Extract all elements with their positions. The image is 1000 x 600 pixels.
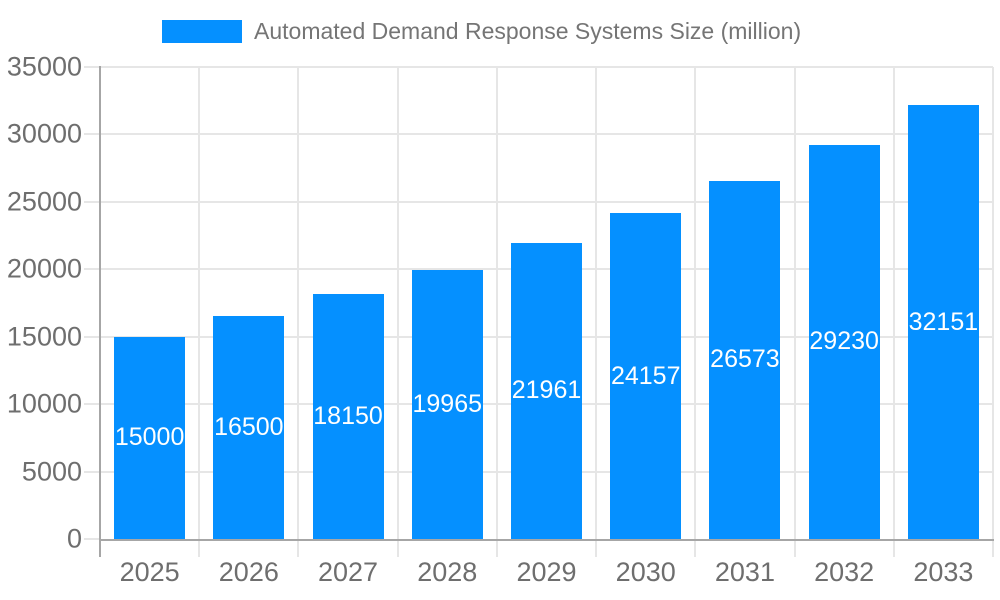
y-axis-label: 35000 (6, 51, 82, 82)
x-axis-label: 2025 (119, 557, 180, 587)
x-axis-label: 2027 (318, 557, 379, 587)
bar-value-label: 19965 (412, 389, 483, 418)
y-axis-label: 30000 (6, 118, 82, 149)
x-tick-mark (595, 541, 598, 557)
x-tick-mark (297, 541, 300, 557)
x-tick-mark (694, 541, 697, 557)
x-gridline (396, 67, 399, 539)
y-axis-label: 15000 (6, 321, 82, 352)
bar-value-label: 26573 (710, 345, 780, 374)
bar-value-label: 16500 (214, 413, 284, 442)
bar-value-label: 21961 (511, 376, 582, 405)
y-axis-line (99, 66, 101, 557)
y-axis-label: 10000 (6, 388, 82, 419)
x-axis-label: 2031 (714, 557, 775, 587)
x-gridline (198, 67, 201, 539)
x-tick-mark (992, 541, 994, 557)
legend-item[interactable]: Automated Demand Response Systems Size (… (162, 19, 801, 44)
bar-value-label: 15000 (114, 423, 185, 452)
y-axis-label: 0 (66, 523, 82, 554)
x-tick-mark (892, 541, 895, 557)
legend-label: Automated Demand Response Systems Size (… (254, 18, 802, 44)
x-axis-label: 2030 (615, 557, 676, 587)
y-tick-mark (84, 538, 100, 540)
x-axis-label: 2029 (516, 557, 577, 587)
x-gridline (793, 67, 796, 539)
y-tick-mark (84, 335, 100, 338)
x-gridline (694, 67, 697, 539)
bar-value-label: 32151 (908, 307, 979, 336)
y-tick-mark (84, 133, 100, 136)
y-axis-label: 25000 (6, 186, 82, 217)
y-tick-mark (84, 200, 100, 203)
bar[interactable]: 24157 (610, 213, 682, 539)
x-axis-label: 2026 (218, 557, 279, 587)
x-tick-mark (396, 541, 399, 557)
bar[interactable]: 15000 (114, 336, 186, 539)
y-gridline (100, 133, 993, 136)
y-tick-mark (84, 470, 100, 473)
bar-value-label: 18150 (313, 402, 383, 431)
x-axis-label: 2032 (814, 557, 875, 587)
bar[interactable]: 16500 (213, 316, 285, 539)
y-axis-label: 5000 (21, 456, 82, 487)
bar[interactable]: 26573 (709, 180, 781, 539)
bar[interactable]: 18150 (312, 294, 384, 539)
legend-swatch (162, 20, 242, 43)
y-axis-label: 20000 (6, 253, 82, 284)
bar[interactable]: 19965 (411, 269, 483, 539)
x-gridline (992, 67, 994, 539)
y-gridline (100, 200, 993, 203)
x-gridline (595, 67, 598, 539)
x-gridline (297, 67, 300, 539)
x-tick-mark (495, 541, 498, 557)
x-gridline (495, 67, 498, 539)
bar[interactable]: 29230 (808, 144, 880, 539)
x-tick-mark (793, 541, 796, 557)
bar-value-label: 24157 (610, 361, 681, 390)
bar[interactable]: 21961 (511, 242, 582, 539)
y-tick-mark (84, 268, 100, 271)
y-tick-mark (84, 403, 100, 406)
bar[interactable]: 32151 (907, 105, 979, 539)
x-gridline (892, 67, 895, 539)
x-axis-line (99, 539, 994, 541)
y-gridline (100, 66, 993, 68)
x-axis-label: 2033 (913, 557, 974, 587)
y-tick-mark (84, 66, 100, 68)
x-axis-label: 2028 (417, 557, 478, 587)
bar-value-label: 29230 (809, 327, 879, 356)
x-tick-mark (198, 541, 201, 557)
